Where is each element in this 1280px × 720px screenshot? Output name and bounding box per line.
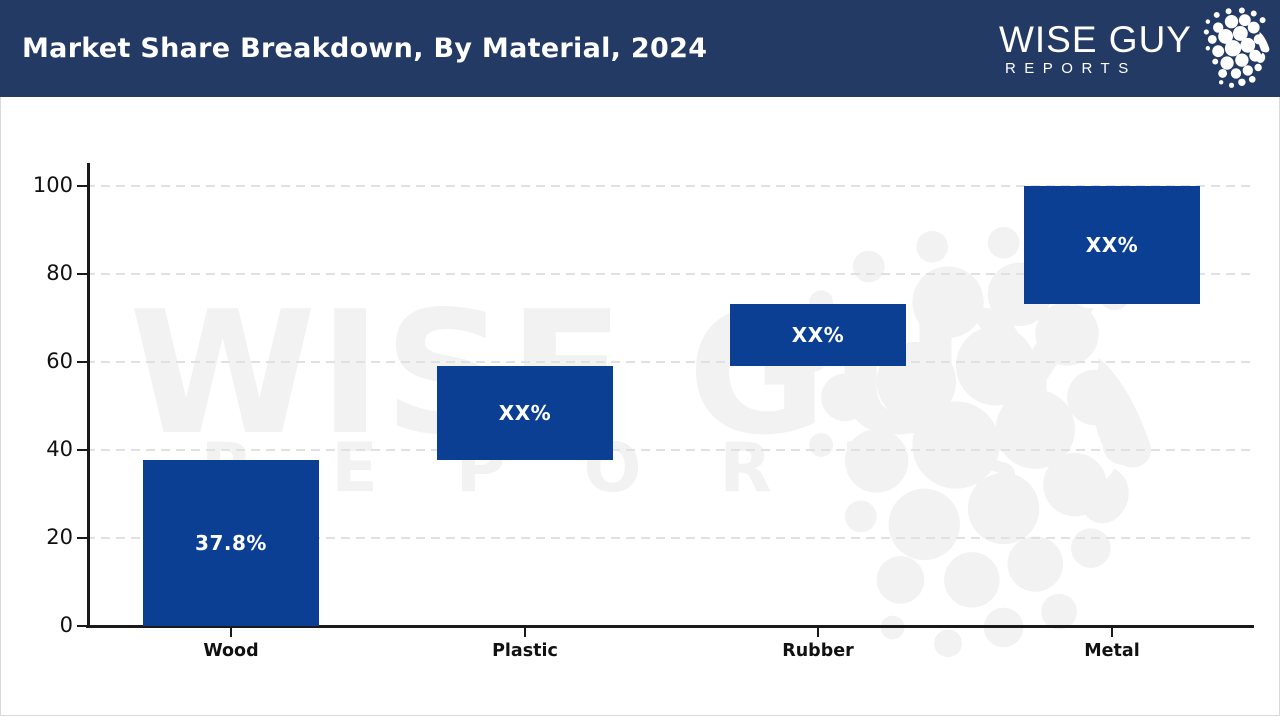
- bar-value-label: XX%: [498, 400, 552, 425]
- brand-head-icon: [1203, 7, 1270, 88]
- y-tick-label: 60: [46, 349, 73, 373]
- gridline: [86, 361, 1254, 363]
- x-tick-label: Plastic: [492, 641, 558, 661]
- x-tick-label: Wood: [203, 641, 259, 661]
- waterfall-chart: 0 20 40 60 80 100 37.8% Wood XX% Plastic XX% Rubber…: [1, 97, 1279, 715]
- y-tick: [77, 625, 87, 627]
- brand-subtitle: REPORTS: [1004, 60, 1137, 77]
- bar-value-label: XX%: [1085, 232, 1139, 257]
- brand-logo: WISE GUY REPORTS: [999, 4, 1270, 94]
- page-title: Market Share Breakdown, By Material, 202…: [22, 33, 708, 64]
- chart-panel: WISE GUY REPORTS 02040608010037.8%WoodXX…: [0, 97, 1280, 716]
- x-tick: [230, 628, 232, 637]
- brand-name: WISE GUY: [998, 19, 1192, 60]
- bar-rubber: XX%: [730, 303, 906, 366]
- y-tick-label: 20: [46, 525, 73, 549]
- x-axis: [86, 625, 1254, 628]
- gridline: [86, 449, 1254, 451]
- bar-wood: 37.8%: [143, 459, 319, 626]
- brand-text: WISE GUY REPORTS: [999, 21, 1192, 76]
- y-tick: [77, 273, 87, 275]
- gridline: [86, 537, 1254, 539]
- bar-metal: XX%: [1024, 186, 1200, 304]
- x-tick: [817, 628, 819, 637]
- y-tick-label: 80: [46, 261, 73, 285]
- y-tick: [77, 185, 87, 187]
- x-tick-label: Metal: [1084, 641, 1140, 661]
- y-tick: [77, 537, 87, 539]
- header: Market Share Breakdown, By Material, 202…: [0, 0, 1280, 97]
- bar-value-label: XX%: [791, 322, 845, 347]
- y-tick-label: 40: [46, 437, 73, 461]
- bar-value-label: 37.8%: [195, 530, 267, 555]
- y-tick-label: 100: [32, 173, 73, 197]
- y-tick: [77, 449, 87, 451]
- y-tick: [77, 361, 87, 363]
- y-axis: [87, 163, 90, 628]
- x-tick: [524, 628, 526, 637]
- x-tick-label: Rubber: [782, 641, 854, 661]
- x-tick: [1111, 628, 1113, 637]
- gridline: [86, 273, 1254, 275]
- gridline: [86, 185, 1254, 187]
- y-tick-label: 0: [59, 613, 73, 637]
- bar-plastic: XX%: [437, 365, 613, 460]
